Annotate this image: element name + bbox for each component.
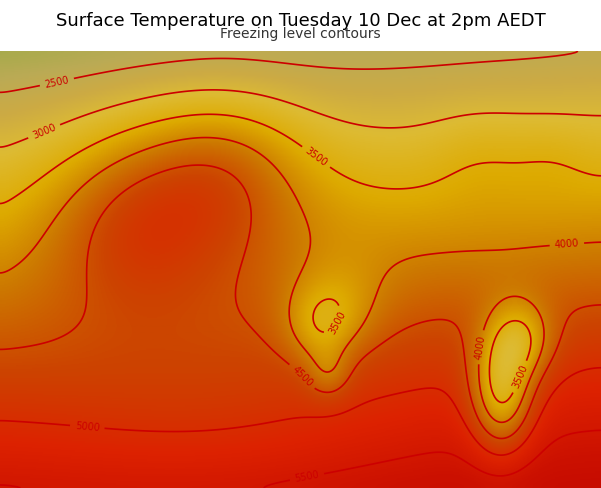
- Text: 4000: 4000: [474, 334, 487, 360]
- Text: 3000: 3000: [31, 122, 57, 141]
- Text: Freezing level contours: Freezing level contours: [220, 27, 381, 41]
- Text: 3500: 3500: [327, 309, 347, 335]
- Text: 5500: 5500: [294, 469, 320, 484]
- Text: 4500: 4500: [290, 364, 314, 389]
- Text: 3500: 3500: [511, 364, 529, 390]
- Text: Surface Temperature on Tuesday 10 Dec at 2pm AEDT: Surface Temperature on Tuesday 10 Dec at…: [56, 12, 545, 30]
- Text: 2500: 2500: [44, 75, 70, 89]
- Text: 4000: 4000: [554, 238, 579, 250]
- Text: 5000: 5000: [75, 421, 100, 433]
- Text: 3500: 3500: [303, 145, 329, 168]
